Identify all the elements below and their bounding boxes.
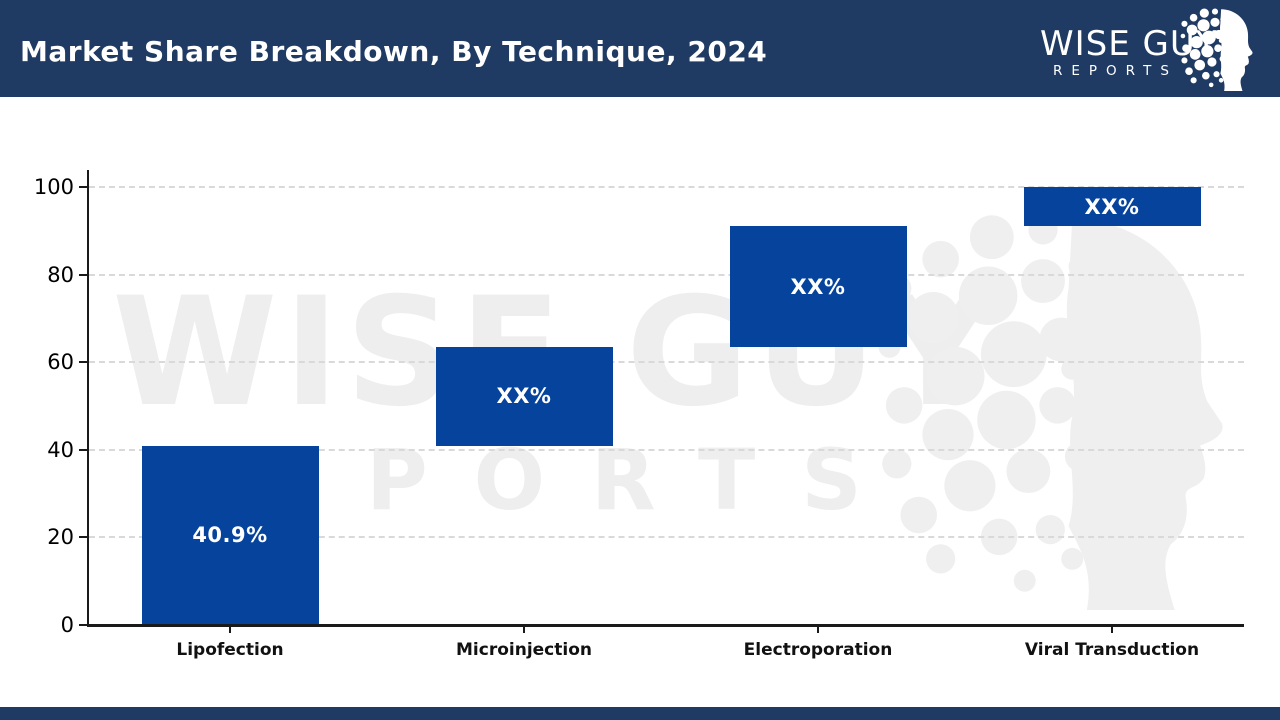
y-axis-tick (79, 273, 87, 276)
y-gridline (89, 448, 1244, 451)
x-axis-tick (523, 626, 525, 633)
y-axis-tick (79, 536, 87, 539)
category-label: Viral Transduction (1024, 640, 1200, 660)
category-label: Microinjection (456, 640, 592, 660)
x-axis-tick (817, 626, 819, 633)
logo-subtext: REPORTS (1053, 63, 1178, 79)
y-axis-tick (79, 624, 87, 626)
y-axis-tick (79, 186, 87, 188)
y-gridline (89, 536, 1244, 539)
y-axis-label: 0 (60, 613, 74, 637)
waterfall-bar: XX% (435, 346, 613, 446)
y-axis-label: 80 (47, 262, 74, 287)
y-gridline (89, 361, 1244, 364)
waterfall-bar: XX% (729, 226, 907, 347)
y-gridline (89, 186, 1244, 188)
y-axis-tick (79, 361, 87, 364)
y-gridline (89, 273, 1244, 276)
bar-value-label: XX% (1084, 194, 1140, 219)
header-band: Market Share Breakdown, By Technique, 20… (0, 0, 1280, 97)
y-axis-label: 60 (47, 350, 74, 375)
category-label: Electroporation (743, 640, 893, 660)
bar-value-label: XX% (790, 274, 846, 299)
wiseguy-logo-head-icon (1180, 8, 1253, 91)
y-axis-label: 40 (47, 437, 74, 462)
x-axis-tick (1111, 626, 1113, 633)
bar-value-label: XX% (496, 384, 552, 409)
waterfall-bar: 40.9% (141, 445, 319, 625)
page-title: Market Share Breakdown, By Technique, 20… (20, 35, 768, 68)
footer-bar (0, 707, 1280, 720)
y-axis-line (87, 170, 89, 627)
x-axis-tick (229, 626, 231, 633)
category-label: Lipofection (176, 640, 284, 660)
y-axis-tick (79, 448, 87, 451)
bar-value-label: 40.9% (192, 523, 268, 548)
x-axis-line (87, 624, 1244, 627)
y-axis-label: 20 (47, 525, 74, 550)
waterfall-bar: XX% (1023, 187, 1201, 227)
y-axis-label: 100 (33, 175, 74, 199)
